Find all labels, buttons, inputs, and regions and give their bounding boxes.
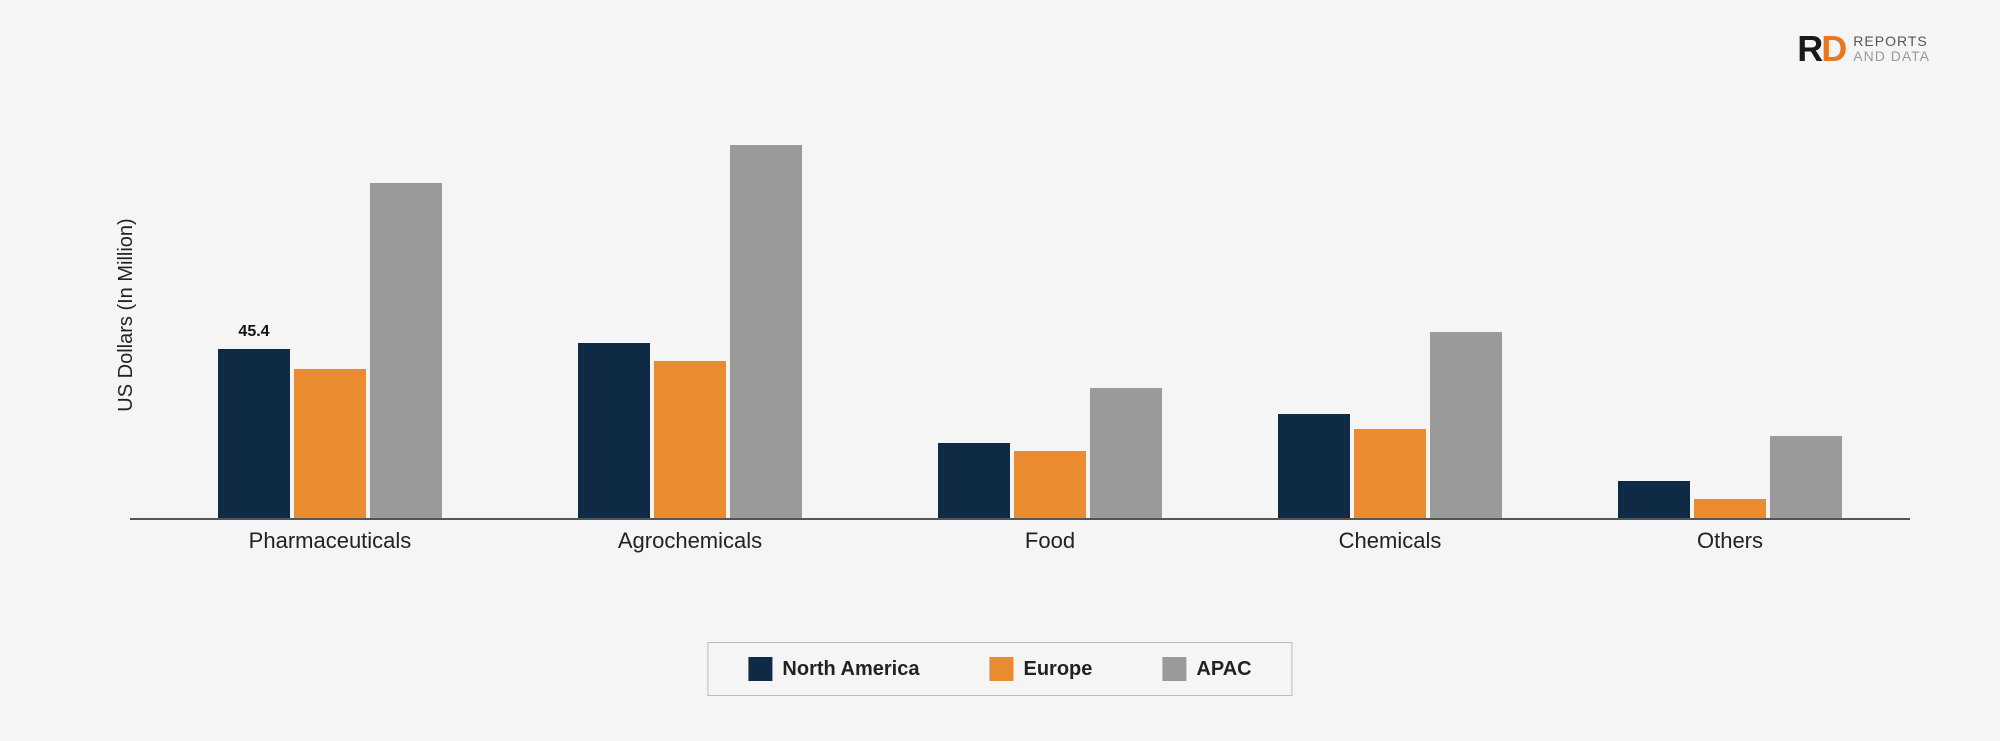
logo-letter-r: R xyxy=(1797,28,1821,70)
x-axis-tick-label: Pharmaceuticals xyxy=(249,528,412,554)
legend-label: North America xyxy=(782,658,919,681)
logo-letter-d: D xyxy=(1821,28,1845,70)
bar xyxy=(654,361,726,518)
bar-group: 45.4 xyxy=(218,183,442,518)
legend-item: North America xyxy=(748,657,919,681)
chart-container: US Dollars (In Million) 45.4Pharmaceutic… xyxy=(90,110,1920,520)
bar xyxy=(578,343,650,518)
bar xyxy=(1618,481,1690,518)
logo-text: REPORTS AND DATA xyxy=(1853,34,1930,65)
legend-label: Europe xyxy=(1023,658,1092,681)
bar xyxy=(1278,414,1350,518)
bar-group xyxy=(938,388,1162,518)
bar xyxy=(1430,332,1502,518)
x-axis-tick-label: Food xyxy=(1025,528,1075,554)
bar xyxy=(1770,436,1842,518)
bar-group xyxy=(1618,436,1842,518)
x-axis-tick-label: Agrochemicals xyxy=(618,528,762,554)
brand-logo: R D REPORTS AND DATA xyxy=(1797,28,1930,70)
bar xyxy=(938,443,1010,518)
legend-swatch xyxy=(748,657,772,681)
x-axis-tick-label: Chemicals xyxy=(1339,528,1442,554)
legend-item: Europe xyxy=(989,657,1092,681)
bar xyxy=(1694,499,1766,518)
legend-item: APAC xyxy=(1162,657,1251,681)
bar: 45.4 xyxy=(218,349,290,518)
bar-value-label: 45.4 xyxy=(238,323,269,341)
legend-label: APAC xyxy=(1196,658,1251,681)
bar xyxy=(1354,429,1426,518)
logo-text-line2: AND DATA xyxy=(1853,49,1930,64)
logo-text-line1: REPORTS xyxy=(1853,34,1930,49)
plot-area: 45.4PharmaceuticalsAgrochemicalsFoodChem… xyxy=(130,110,1910,520)
legend-swatch xyxy=(989,657,1013,681)
legend-swatch xyxy=(1162,657,1186,681)
bar xyxy=(1090,388,1162,518)
bar xyxy=(1014,451,1086,518)
x-axis-tick-label: Others xyxy=(1697,528,1763,554)
chart-legend: North America Europe APAC xyxy=(707,642,1292,696)
bar xyxy=(370,183,442,518)
bar xyxy=(730,145,802,518)
bar-group xyxy=(578,145,802,518)
logo-mark: R D xyxy=(1797,28,1845,70)
bar-group xyxy=(1278,332,1502,518)
bar xyxy=(294,369,366,518)
